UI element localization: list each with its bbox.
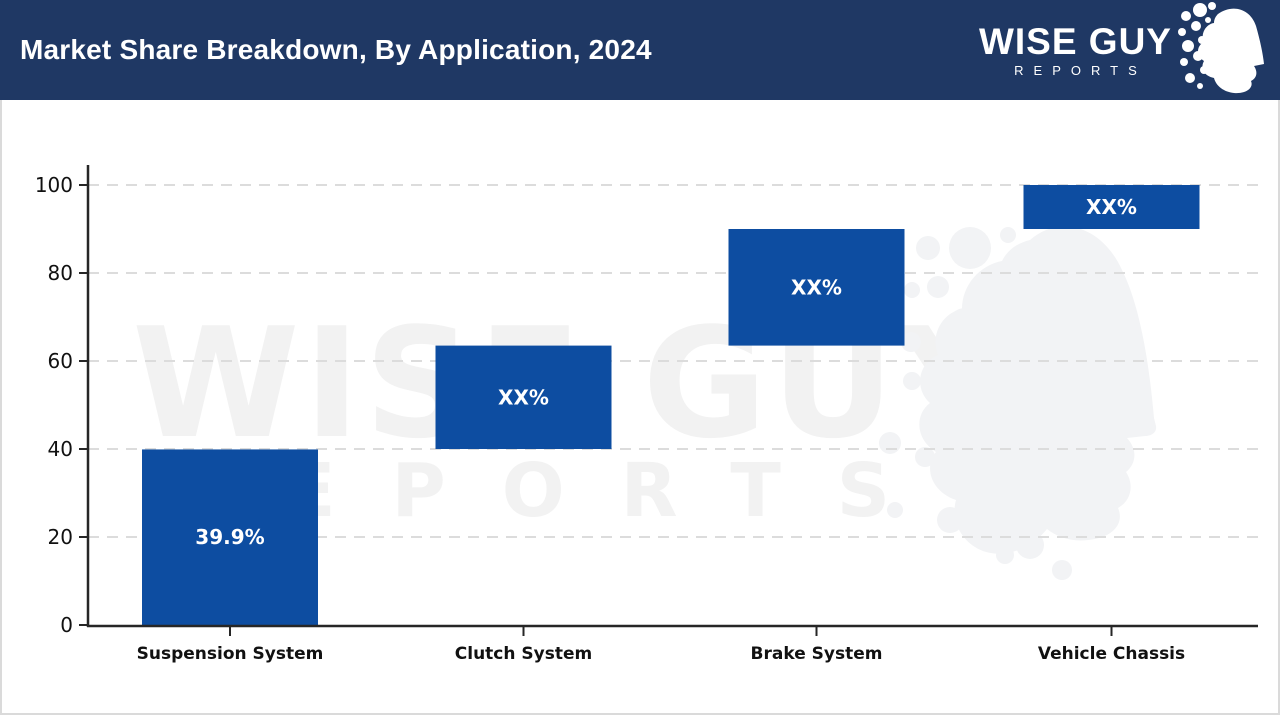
y-tick-label: 40 bbox=[48, 437, 73, 461]
brand-logo: WISE GUY REPORTS bbox=[979, 0, 1266, 101]
brand-subtitle: REPORTS bbox=[1014, 63, 1147, 78]
y-tick-label: 20 bbox=[48, 525, 73, 549]
bar-segment bbox=[435, 345, 612, 449]
wiseguy-head-icon bbox=[1174, 0, 1266, 101]
bar-value-label: XX% bbox=[791, 275, 842, 299]
bar-segment bbox=[1023, 185, 1200, 229]
chart-area: WISE GUY REPORTS 0 20 40 60 80 100 39.9% XX% XX%… bbox=[0, 100, 1280, 720]
brand-logo-text: WISE GUY REPORTS bbox=[979, 23, 1172, 77]
y-tick-label: 0 bbox=[60, 613, 73, 637]
bar-value-label: 39.9% bbox=[195, 525, 264, 549]
bar-value-label: XX% bbox=[1086, 195, 1137, 219]
bar-segment bbox=[142, 449, 318, 625]
waterfall-chart: 0 20 40 60 80 100 39.9% XX% XX% XX% Suspension Sys… bbox=[35, 165, 1258, 664]
page-title: Market Share Breakdown, By Application, … bbox=[20, 34, 652, 65]
x-tick-label: Clutch System bbox=[455, 644, 592, 664]
y-tick-label: 60 bbox=[48, 349, 73, 373]
x-tick-label: Suspension System bbox=[137, 644, 324, 664]
y-tick-label: 100 bbox=[35, 173, 73, 197]
bar-value-label: XX% bbox=[498, 385, 549, 409]
x-tick-label: Vehicle Chassis bbox=[1038, 644, 1185, 664]
x-tick-label: Brake System bbox=[751, 644, 883, 664]
bar-segment bbox=[728, 229, 905, 346]
y-tick-label: 80 bbox=[48, 261, 73, 285]
brand-name: WISE GUY bbox=[978, 21, 1172, 62]
header-bar: Market Share Breakdown, By Application, … bbox=[0, 0, 1280, 100]
